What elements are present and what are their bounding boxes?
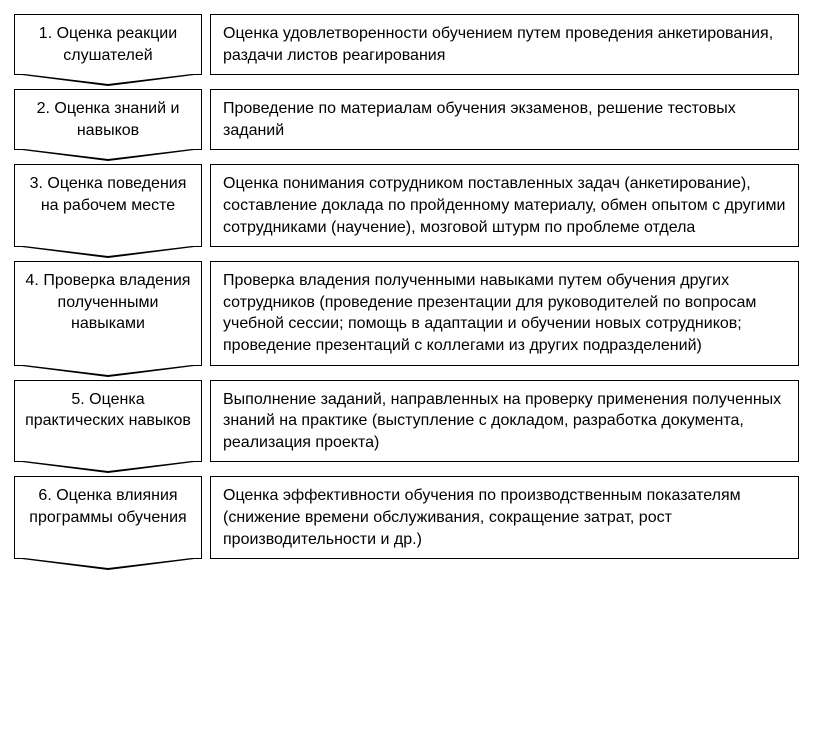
step-title-box: 4. Проверка владения полученными навыкам… xyxy=(14,261,202,365)
step-title: 4. Проверка владения полученными навыкам… xyxy=(21,270,195,335)
step-description: Выполнение заданий, направленных на пров… xyxy=(223,391,781,451)
step-description-box: Оценка удовлетворенности обучением путем… xyxy=(210,14,799,75)
diagram-row: 6. Оценка влияния программы обучения Оце… xyxy=(14,476,799,559)
step-title: 3. Оценка поведения на рабочем месте xyxy=(21,173,195,216)
step-title: 5. Оценка практических навыков xyxy=(21,389,195,432)
step-description-box: Выполнение заданий, направленных на пров… xyxy=(210,380,799,463)
step-description-box: Оценка эффективности обучения по произво… xyxy=(210,476,799,559)
step-title-box: 2. Оценка знаний и навыков xyxy=(14,89,202,150)
step-description: Оценка удовлетворенности обучением путем… xyxy=(223,25,773,64)
step-title: 1. Оценка реакции слушателей xyxy=(21,23,195,66)
step-description-box: Проверка владения полученными навыками п… xyxy=(210,261,799,365)
step-description: Проведение по материалам обучения экзаме… xyxy=(223,100,736,139)
step-title-box: 1. Оценка реакции слушателей xyxy=(14,14,202,75)
step-title: 2. Оценка знаний и навыков xyxy=(21,98,195,141)
step-description-box: Оценка понимания сотрудником поставленны… xyxy=(210,164,799,247)
step-title: 6. Оценка влияния программы обучения xyxy=(21,485,195,528)
diagram-row: 4. Проверка владения полученными навыкам… xyxy=(14,261,799,365)
diagram-row: 5. Оценка практических навыков Выполнени… xyxy=(14,380,799,463)
diagram-row: 2. Оценка знаний и навыков Проведение по… xyxy=(14,89,799,150)
diagram-row: 3. Оценка поведения на рабочем месте Оце… xyxy=(14,164,799,247)
step-description: Проверка владения полученными навыками п… xyxy=(223,272,756,354)
step-description: Оценка понимания сотрудником поставленны… xyxy=(223,175,785,235)
evaluation-diagram: 1. Оценка реакции слушателей Оценка удов… xyxy=(14,14,799,559)
step-description: Оценка эффективности обучения по произво… xyxy=(223,487,741,547)
step-title-box: 6. Оценка влияния программы обучения xyxy=(14,476,202,559)
step-title-box: 3. Оценка поведения на рабочем месте xyxy=(14,164,202,247)
diagram-row: 1. Оценка реакции слушателей Оценка удов… xyxy=(14,14,799,75)
step-description-box: Проведение по материалам обучения экзаме… xyxy=(210,89,799,150)
step-title-box: 5. Оценка практических навыков xyxy=(14,380,202,463)
